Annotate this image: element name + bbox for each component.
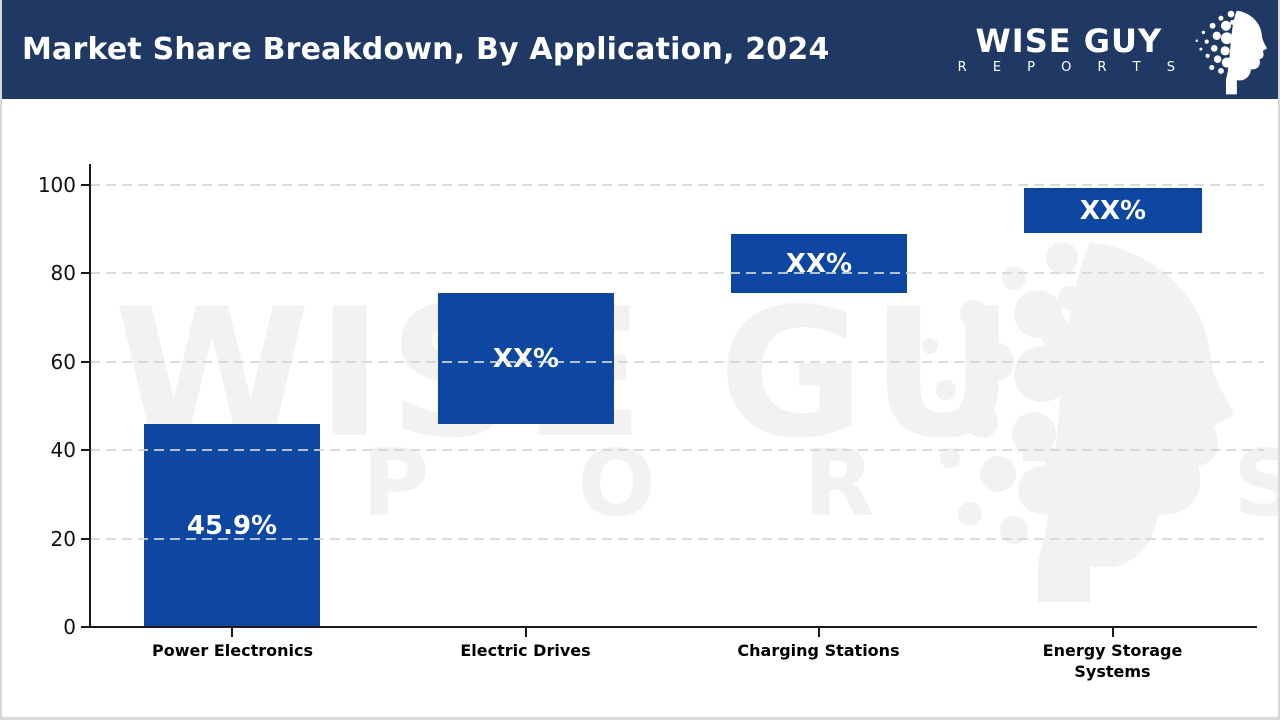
x-axis-label-power-electronics: Power Electronics [152,641,313,660]
bar-value-label: XX% [785,248,853,279]
x-axis-label-charging-stations: Charging Stations [737,641,900,660]
bar-energy-storage-systems: XX% [1024,188,1202,233]
gridline-20 [90,538,1264,540]
x-axis-line [89,626,1257,628]
x-tick-electric-drives [525,628,527,637]
bar-electric-drives: XX% [438,293,614,424]
gridline-60 [90,361,1264,363]
brand-logo: WISE GUY R E P O R T S [952,4,1274,96]
bar-value-label: XX% [1079,195,1147,226]
page-title: Market Share Breakdown, By Application, … [22,32,830,67]
header-bar: Market Share Breakdown, By Application, … [2,0,1278,99]
y-tick-40 [81,449,90,451]
y-tick-label-20: 20 [50,527,76,551]
gridline-80 [90,272,1264,274]
brand-subname: R E P O R T S [957,60,1186,75]
x-tick-charging-stations [818,628,820,637]
x-tick-power-electronics [231,628,233,637]
y-tick-100 [81,184,90,186]
bar-value-label: 45.9% [186,510,278,541]
y-axis-line [89,164,91,628]
brand-name: WISE GUY [975,22,1163,60]
wise-guy-head-icon [1195,10,1267,94]
y-tick-20 [81,538,90,540]
y-tick-label-100: 100 [37,173,76,197]
gridline-40 [90,449,1264,451]
bar-value-label: XX% [492,343,560,374]
y-tick-label-0: 0 [63,615,76,639]
x-axis-label-energy-storage-systems: Energy Storage Systems [1042,641,1183,681]
brand-wordmark: WISE GUY R E P O R T S [952,24,1186,75]
y-tick-label-80: 80 [50,261,76,285]
bar-power-electronics: 45.9% [144,424,320,627]
gridline-100 [90,184,1264,186]
y-tick-0 [81,626,90,628]
y-tick-label-40: 40 [50,438,76,462]
watermark-head-icon [922,242,1234,602]
y-tick-label-60: 60 [50,350,76,374]
y-tick-80 [81,272,90,274]
y-tick-60 [81,361,90,363]
x-axis-label-electric-drives: Electric Drives [460,641,591,660]
bar-charging-stations: XX% [731,234,907,293]
x-tick-energy-storage-systems [1112,628,1114,637]
